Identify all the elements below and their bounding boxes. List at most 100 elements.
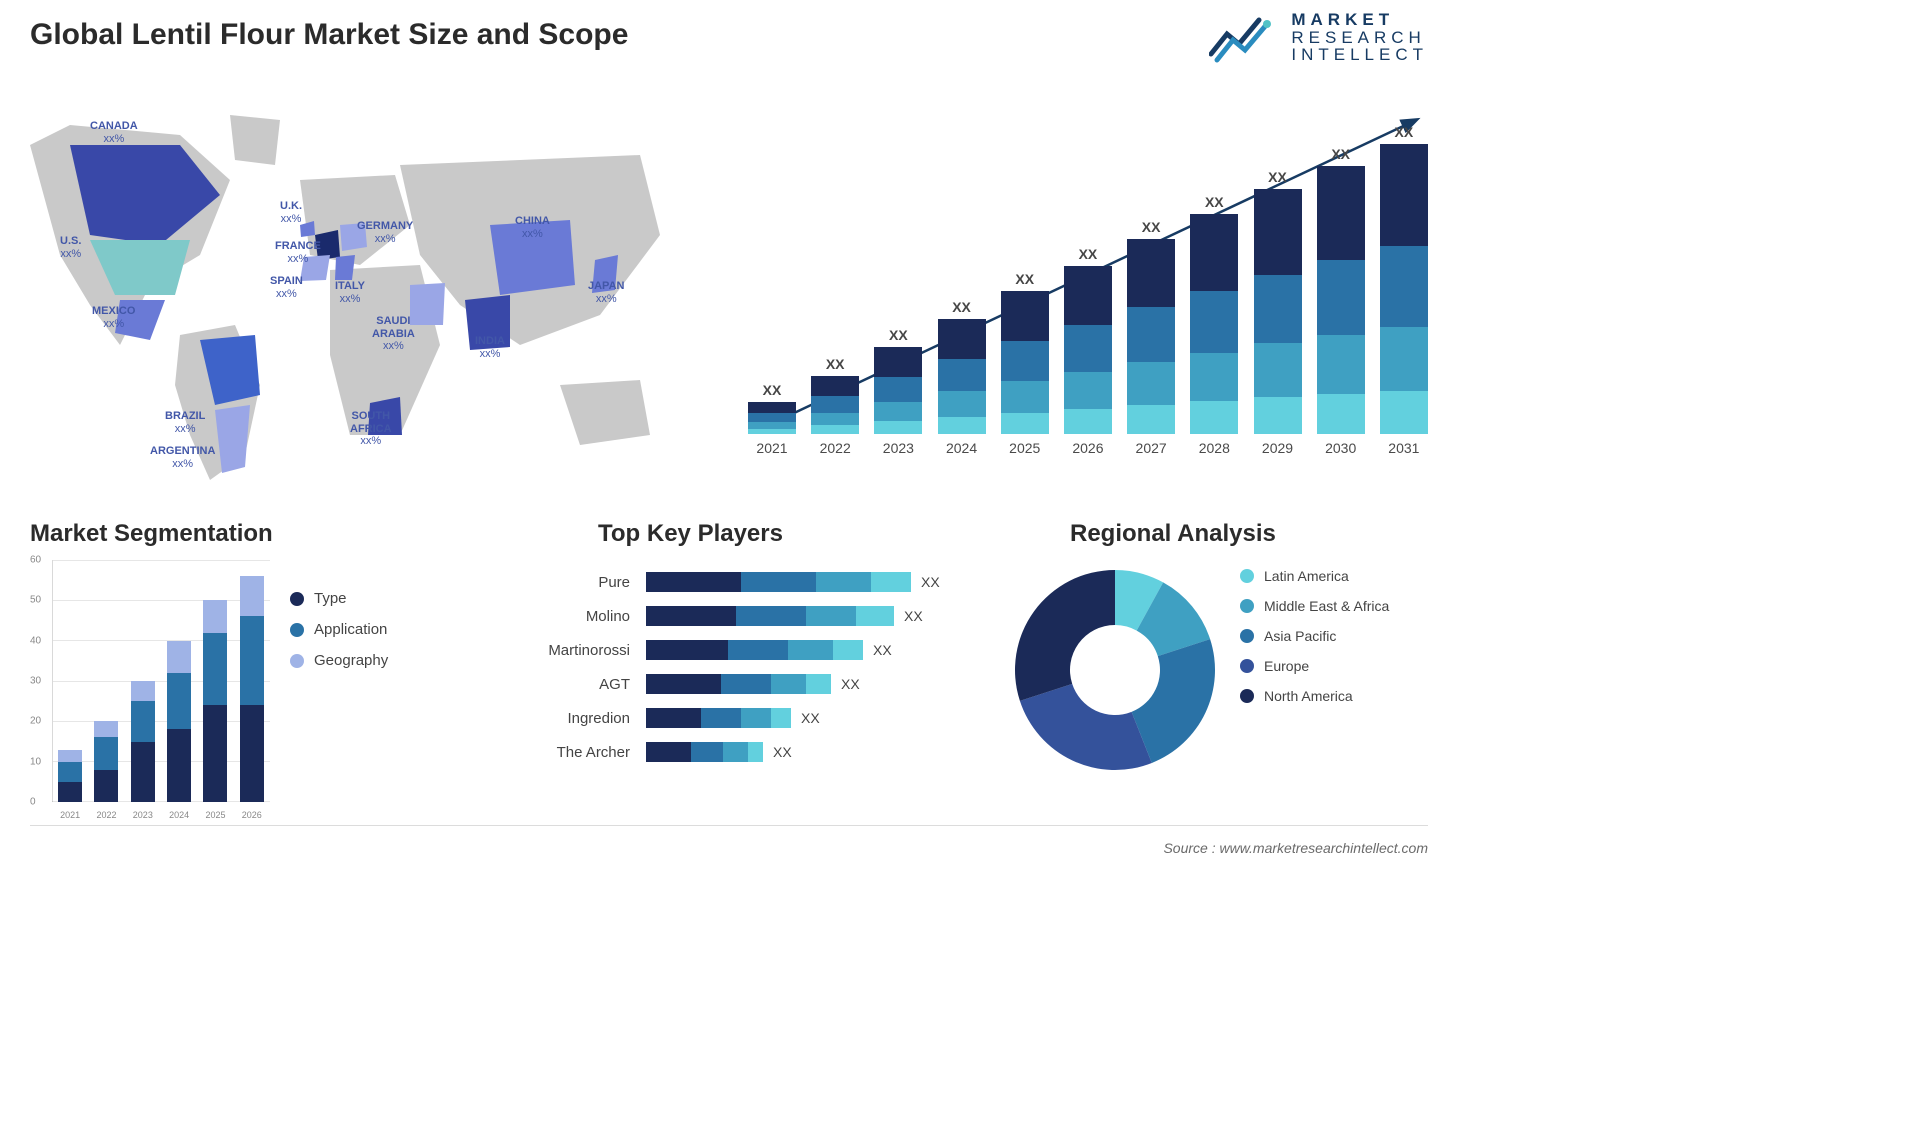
map-label: FRANCExx% bbox=[275, 240, 321, 265]
seg-bar-segment bbox=[167, 729, 191, 802]
players-heading: Top Key Players bbox=[598, 520, 783, 548]
player-bar-segment bbox=[691, 742, 723, 762]
player-bar-segment bbox=[806, 674, 831, 694]
player-bar-segment bbox=[646, 572, 741, 592]
bar-segment bbox=[811, 413, 859, 426]
player-name: Pure bbox=[500, 574, 646, 591]
bar-segment bbox=[1064, 266, 1112, 325]
bar-stack bbox=[1127, 239, 1175, 434]
seg-bar bbox=[131, 681, 155, 802]
bar-segment bbox=[1380, 144, 1428, 246]
seg-y-label: 0 bbox=[30, 797, 36, 808]
seg-bar bbox=[58, 750, 82, 802]
legend-label: North America bbox=[1264, 688, 1353, 704]
legend-item: Middle East & Africa bbox=[1240, 598, 1389, 614]
player-bar-segment bbox=[771, 708, 791, 728]
legend-swatch bbox=[1240, 689, 1254, 703]
bar-x-label: 2023 bbox=[883, 440, 914, 456]
map-label: JAPANxx% bbox=[588, 280, 624, 305]
seg-x-label: 2022 bbox=[96, 810, 116, 820]
bar-segment bbox=[1190, 291, 1238, 353]
bar-segment bbox=[1254, 275, 1302, 344]
bar-stack bbox=[1380, 144, 1428, 434]
bar-segment bbox=[1064, 325, 1112, 372]
seg-bar-segment bbox=[94, 770, 118, 802]
bar-value-label: XX bbox=[889, 327, 908, 343]
legend-swatch bbox=[290, 592, 304, 606]
seg-y-label: 50 bbox=[30, 595, 41, 606]
player-value: XX bbox=[911, 574, 940, 590]
bar-x-label: 2028 bbox=[1199, 440, 1230, 456]
bar-segment bbox=[1064, 409, 1112, 434]
seg-bar bbox=[203, 600, 227, 802]
bar-segment bbox=[811, 425, 859, 434]
player-bar-segment bbox=[723, 742, 748, 762]
seg-x-label: 2025 bbox=[205, 810, 225, 820]
map-label: CANADAxx% bbox=[90, 120, 138, 145]
player-bar-segment bbox=[741, 572, 816, 592]
legend-item: Europe bbox=[1240, 658, 1389, 674]
bar-column: XX2021 bbox=[748, 382, 796, 456]
bar-segment bbox=[1001, 341, 1049, 381]
player-bar bbox=[646, 572, 911, 592]
player-value: XX bbox=[863, 642, 892, 658]
seg-bar-segment bbox=[240, 576, 264, 616]
seg-bar-segment bbox=[203, 633, 227, 706]
player-bar-segment bbox=[701, 708, 741, 728]
seg-bar bbox=[167, 641, 191, 802]
legend-swatch bbox=[290, 623, 304, 637]
seg-bar-segment bbox=[203, 705, 227, 802]
footer-divider bbox=[30, 825, 1428, 826]
map-label: U.S.xx% bbox=[60, 235, 81, 260]
seg-bar-segment bbox=[58, 782, 82, 802]
bar-segment bbox=[748, 413, 796, 422]
bar-x-label: 2025 bbox=[1009, 440, 1040, 456]
bar-segment bbox=[1001, 291, 1049, 341]
player-row: MolinoXX bbox=[500, 599, 990, 633]
legend-label: Geography bbox=[314, 652, 388, 669]
bar-value-label: XX bbox=[763, 382, 782, 398]
bar-x-label: 2026 bbox=[1072, 440, 1103, 456]
bar-segment bbox=[1254, 189, 1302, 275]
player-bar-segment bbox=[646, 606, 736, 626]
bar-x-label: 2022 bbox=[820, 440, 851, 456]
map-label: ITALYxx% bbox=[335, 280, 365, 305]
bar-segment bbox=[874, 402, 922, 421]
bar-column: XX2026 bbox=[1064, 246, 1112, 456]
bar-segment bbox=[1380, 391, 1428, 435]
bar-stack bbox=[938, 319, 986, 434]
player-bar bbox=[646, 674, 831, 694]
legend-label: Application bbox=[314, 621, 387, 638]
regional-legend: Latin AmericaMiddle East & AfricaAsia Pa… bbox=[1240, 568, 1389, 704]
donut-slice bbox=[1020, 684, 1152, 770]
bar-column: XX 2025 bbox=[1001, 271, 1049, 456]
player-bar-segment bbox=[856, 606, 894, 626]
market-size-chart: XX2021XX2022XX2023XX2024XX2025XX2026XX20… bbox=[748, 100, 1428, 480]
player-row: MartinorossiXX bbox=[500, 633, 990, 667]
bar-value-label: XX bbox=[1015, 271, 1034, 287]
player-name: Ingredion bbox=[500, 710, 646, 727]
player-name: AGT bbox=[500, 676, 646, 693]
bar-stack bbox=[1254, 189, 1302, 434]
bar-segment bbox=[874, 377, 922, 401]
legend-swatch bbox=[1240, 659, 1254, 673]
bar-segment bbox=[811, 396, 859, 412]
regional-donut-chart bbox=[1010, 565, 1220, 775]
bar-segment bbox=[1190, 401, 1238, 434]
bar-value-label: XX bbox=[826, 356, 845, 372]
seg-bar-segment bbox=[94, 737, 118, 769]
bar-value-label: XX bbox=[1268, 169, 1287, 185]
map-label: U.K.xx% bbox=[280, 200, 302, 225]
seg-y-label: 10 bbox=[30, 756, 41, 767]
map-label: BRAZILxx% bbox=[165, 410, 205, 435]
bar-segment bbox=[938, 417, 986, 434]
bar-segment bbox=[1190, 353, 1238, 401]
legend-swatch bbox=[1240, 629, 1254, 643]
seg-bar-segment bbox=[131, 742, 155, 803]
player-bar-segment bbox=[646, 742, 691, 762]
bar-stack bbox=[811, 376, 859, 434]
bar-column: XX2029 bbox=[1254, 169, 1302, 456]
seg-x-label: 2024 bbox=[169, 810, 189, 820]
segmentation-chart: 0102030405060 202120222023202420252026 bbox=[30, 560, 270, 820]
legend-swatch bbox=[290, 654, 304, 668]
